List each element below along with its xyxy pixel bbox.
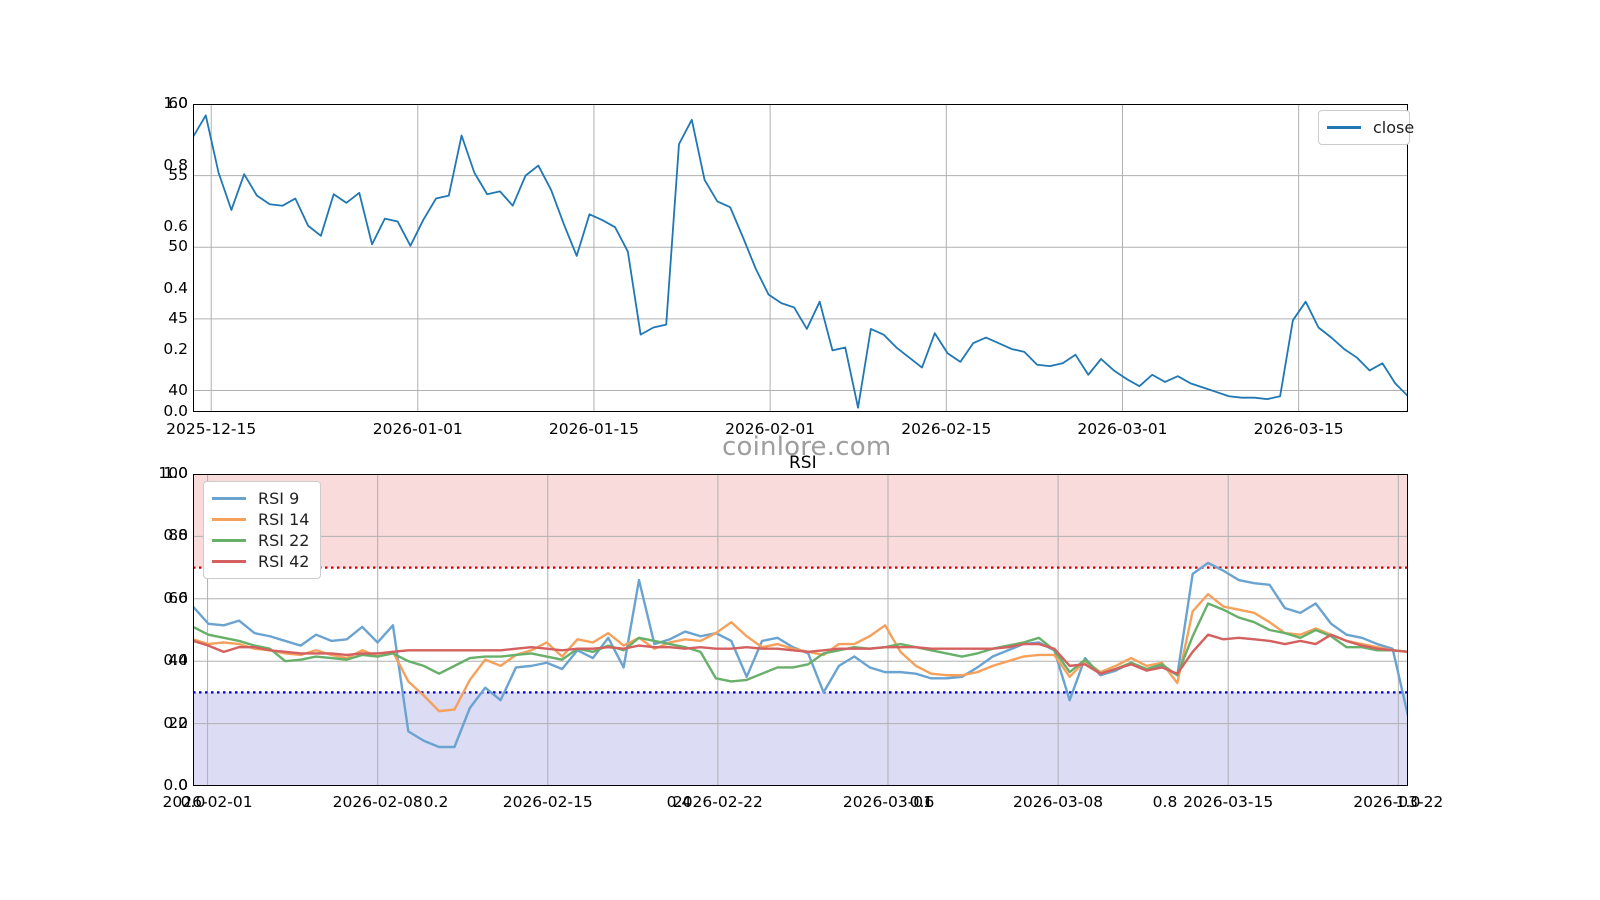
rsi-line-rsi-22: [193, 602, 1408, 683]
rsi-x-tick: 2026-02-01: [162, 793, 253, 811]
rsi-x-tick-overlay: 1.0: [1395, 793, 1421, 811]
rsi-x-tick: 2026-03-08: [1013, 793, 1104, 811]
price-legend: close: [1318, 110, 1414, 145]
rsi-y-tick-overlay: 0.6: [163, 588, 188, 607]
rsi-y-tick: 40: [168, 651, 188, 670]
legend-entry[interactable]: RSI 22: [212, 530, 310, 551]
legend-color-swatch: [212, 518, 246, 521]
rsi-plot-area: [193, 474, 1408, 786]
legend-entry[interactable]: RSI 9: [212, 488, 310, 509]
rsi-x-tick-overlay: 0.4: [666, 793, 692, 811]
rsi-x-tick: 2026-03-22: [1353, 793, 1444, 811]
rsi-legend: RSI 9 RSI 14 RSI 22 RSI 42: [203, 481, 321, 579]
price-y-tick: 60: [168, 94, 188, 112]
legend-label: RSI 42: [258, 552, 310, 571]
price-y-tick: 50: [168, 237, 188, 256]
legend-color-swatch: [212, 539, 246, 542]
legend-entry[interactable]: close: [1327, 117, 1414, 138]
price-y-tick: 45: [168, 308, 188, 327]
price-close-line: [193, 114, 1408, 409]
price-y-tick-overlay: 1.0: [163, 94, 188, 112]
rsi-x-tick: 2026-03-15: [1183, 793, 1274, 811]
rsi-line-rsi-42: [193, 633, 1408, 675]
rsi-y-tick-overlay: 0.8: [163, 526, 188, 545]
legend-entry[interactable]: RSI 14: [212, 509, 310, 530]
rsi-y-tick-overlay: 1.0: [163, 464, 188, 482]
rsi-x-tick-overlay: 0.0: [180, 793, 206, 811]
rsi-y-tick-overlay: 0.4: [163, 651, 188, 670]
price-y-tick: 55: [168, 165, 188, 184]
rsi-y-tick-overlay: 0.0: [163, 776, 188, 794]
price-y-tick-overlay: 0.8: [163, 155, 188, 174]
legend-color-swatch: [212, 560, 246, 563]
rsi-title: RSI: [789, 453, 817, 473]
legend-label: RSI 9: [258, 489, 300, 508]
price-x-tick: 2026-02-15: [901, 420, 992, 438]
overbought-band: [193, 474, 1408, 568]
legend-color-swatch: [1327, 126, 1361, 129]
oversold-band: [193, 692, 1408, 786]
legend-entry[interactable]: RSI 42: [212, 551, 310, 572]
price-x-tick: 2026-01-15: [548, 420, 639, 438]
legend-label: RSI 14: [258, 510, 310, 529]
legend-label: close: [1373, 118, 1415, 137]
rsi-y-tick: 80: [168, 526, 188, 545]
watermark: coinlore.com: [722, 432, 892, 462]
price-y-tick: 40: [168, 380, 188, 399]
price-x-tick: 2026-01-01: [372, 420, 463, 438]
legend-label: RSI 22: [258, 531, 310, 550]
rsi-y-tick: 100: [158, 464, 188, 482]
price-y-tick-overlay: 0.2: [163, 340, 188, 359]
price-y-tick-overlay: 0.6: [163, 217, 188, 236]
legend-color-swatch: [212, 497, 246, 500]
rsi-x-tick-overlay: 0.2: [423, 793, 449, 811]
price-x-tick: 2026-03-15: [1253, 420, 1344, 438]
price-y-tick-overlay: 0.4: [163, 278, 188, 297]
rsi-x-tick: 2026-02-22: [672, 793, 763, 811]
price-plot-area: [193, 104, 1408, 412]
rsi-x-tick-overlay: 0.6: [909, 793, 935, 811]
rsi-x-tick: 2026-02-08: [332, 793, 423, 811]
price-y-tick-overlay: 0.0: [163, 402, 188, 420]
price-x-tick: 2025-12-15: [166, 420, 257, 438]
rsi-y-tick: 20: [168, 713, 188, 732]
rsi-y-tick-overlay: 0.2: [163, 713, 188, 732]
rsi-y-tick: 60: [168, 588, 188, 607]
rsi-x-tick-overlay: 0.8: [1152, 793, 1178, 811]
rsi-y-tick: 0: [178, 776, 188, 794]
price-chart-panel: [193, 104, 1408, 412]
price-x-tick: 2026-02-01: [725, 420, 816, 438]
rsi-x-tick: 2026-02-15: [502, 793, 593, 811]
rsi-x-tick: 2026-03-01: [842, 793, 934, 811]
price-x-tick: 2026-03-01: [1077, 420, 1168, 438]
rsi-chart-panel: [193, 474, 1408, 786]
